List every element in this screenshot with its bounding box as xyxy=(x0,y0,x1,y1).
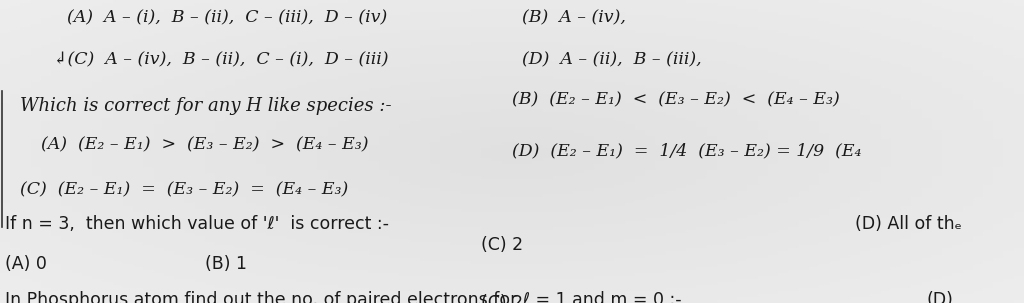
Text: (A)  A – (i),  B – (ii),  C – (iii),  D – (iv): (A) A – (i), B – (ii), C – (iii), D – (i… xyxy=(67,9,387,26)
Text: (D)  A – (ii),  B – (iii),: (D) A – (ii), B – (iii), xyxy=(522,52,701,68)
Text: ↲(C)  A – (iv),  B – (ii),  C – (i),  D – (iii): ↲(C) A – (iv), B – (ii), C – (i), D – (i… xyxy=(53,52,389,68)
Text: (C) 2: (C) 2 xyxy=(481,236,523,254)
Text: (D): (D) xyxy=(927,291,953,303)
Text: (B)  (E₂ – E₁)  <  (E₃ – E₂)  <  (E₄ – E₃): (B) (E₂ – E₁) < (E₃ – E₂) < (E₄ – E₃) xyxy=(512,91,840,108)
Text: Which is correct for any H like species :-: Which is correct for any H like species … xyxy=(20,97,392,115)
Text: In Phosphorus atom find out the no. of paired electrons for ℓ = 1 and m = 0 :-: In Phosphorus atom find out the no. of p… xyxy=(5,291,682,303)
Text: (D)  (E₂ – E₁)  =  1/4  (E₃ – E₂) = 1/9  (E₄: (D) (E₂ – E₁) = 1/4 (E₃ – E₂) = 1/9 (E₄ xyxy=(512,142,861,159)
Text: If n = 3,  then which value of 'ℓ'  is correct :-: If n = 3, then which value of 'ℓ' is cor… xyxy=(5,215,389,233)
Text: (A)  (E₂ – E₁)  >  (E₃ – E₂)  >  (E₄ – E₃): (A) (E₂ – E₁) > (E₃ – E₂) > (E₄ – E₃) xyxy=(41,136,369,153)
Text: (B) 1: (B) 1 xyxy=(205,255,247,272)
Text: (B)  A – (iv),: (B) A – (iv), xyxy=(522,9,626,26)
Text: (D) All of thₑ: (D) All of thₑ xyxy=(855,215,962,233)
Text: (C)  (E₂ – E₁)  =  (E₃ – E₂)  =  (E₄ – E₃): (C) (E₂ – E₁) = (E₃ – E₂) = (E₄ – E₃) xyxy=(20,182,349,199)
Text: (A) 0: (A) 0 xyxy=(5,255,47,272)
Text: (C) 2: (C) 2 xyxy=(481,294,523,303)
